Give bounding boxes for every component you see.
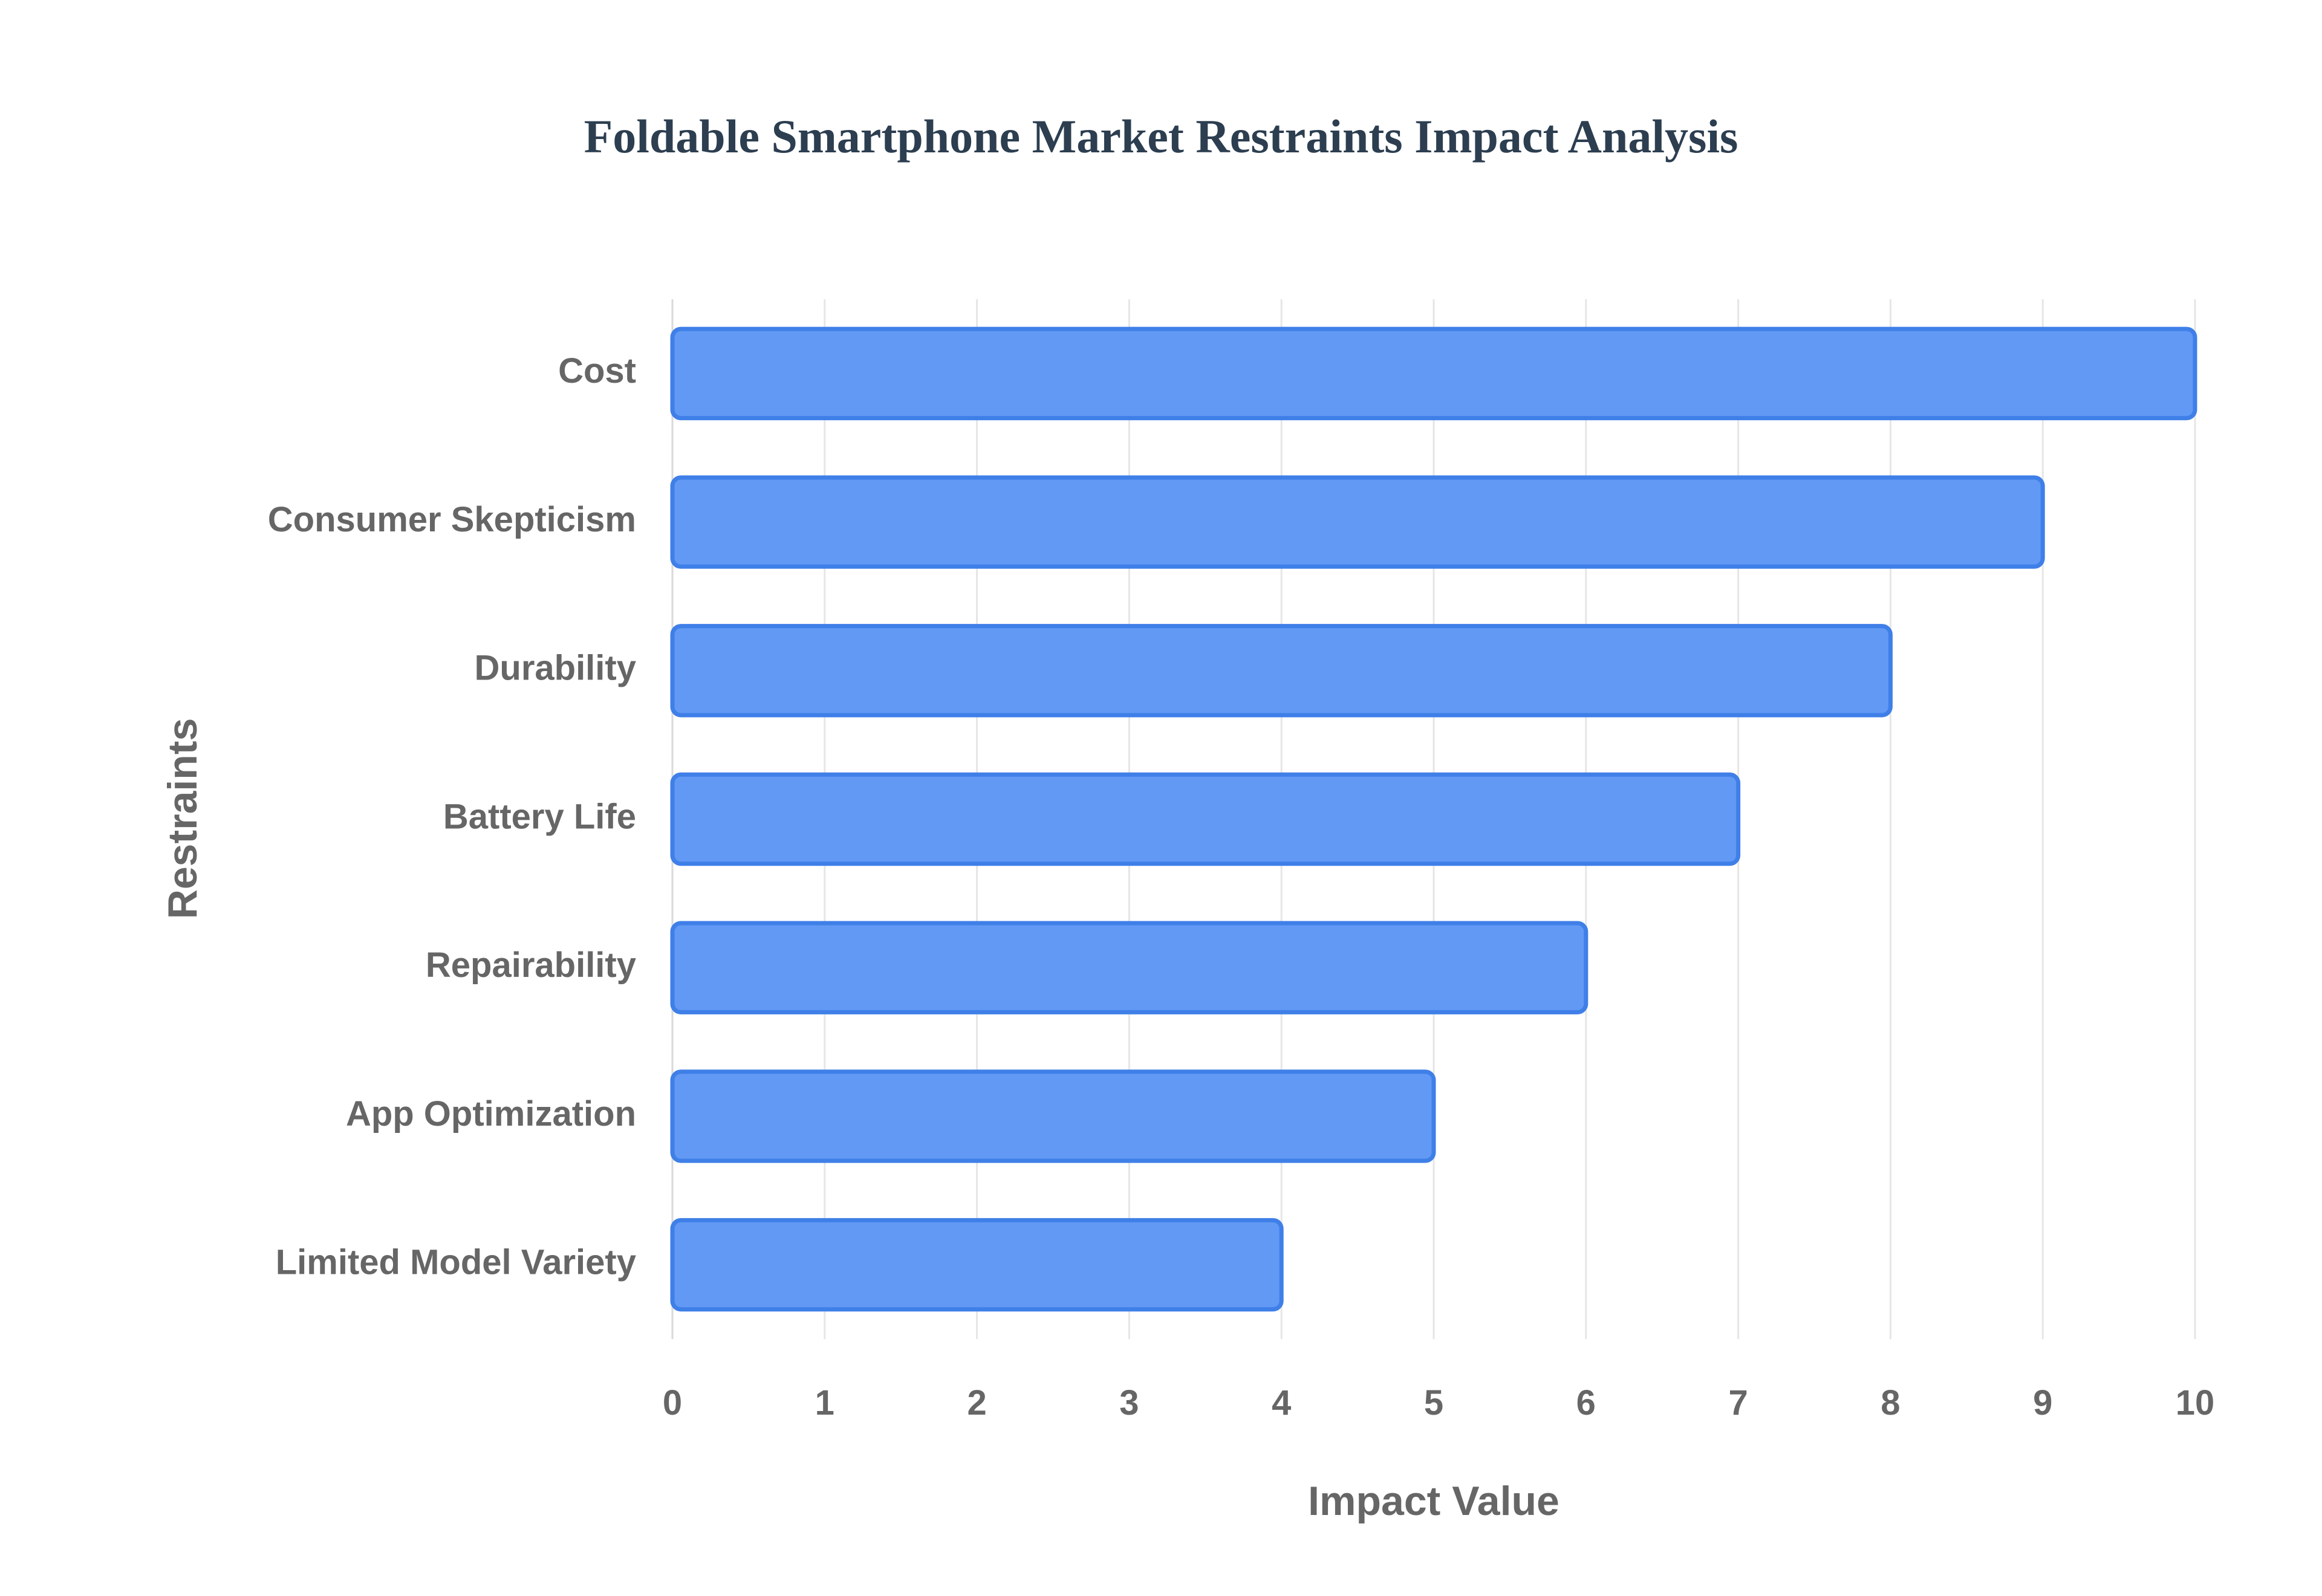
x-tick-label: 2	[967, 1383, 986, 1422]
y-tick-label: Consumer Skepticism	[268, 500, 636, 539]
y-tick-label: App Optimization	[346, 1094, 636, 1134]
y-tick-label: Repairability	[426, 946, 636, 985]
bar-durability	[670, 624, 1893, 718]
y-tick-label: Durability	[475, 649, 637, 688]
x-tick-label: 6	[1576, 1383, 1596, 1422]
x-tick-label: 8	[1881, 1383, 1900, 1422]
bar-consumer-skepticism	[670, 475, 2045, 569]
x-tick-label: 4	[1272, 1383, 1291, 1422]
x-tick-label: 5	[1424, 1383, 1443, 1422]
bar-limited-model-variety	[670, 1218, 1284, 1312]
y-axis-title: Restraints	[160, 718, 206, 920]
y-tick-label: Battery Life	[443, 797, 636, 836]
bar-cost	[670, 326, 2197, 421]
x-axis-title: Impact Value	[1308, 1478, 1559, 1524]
bar-repairability	[670, 921, 1589, 1014]
x-tick-label: 1	[815, 1383, 834, 1422]
bar-battery-life	[670, 772, 1741, 866]
chart-title: Foldable Smartphone Market Restraints Im…	[584, 110, 1738, 163]
y-tick-label: Limited Model Variety	[276, 1242, 636, 1282]
x-tick-label: 7	[1728, 1383, 1748, 1422]
y-tick-labels: Cost Consumer Skepticism Durability Battery…	[268, 351, 636, 1282]
bar-app-optimization	[670, 1069, 1436, 1163]
y-tick-label: Cost	[558, 351, 636, 391]
x-tick-label: 9	[2033, 1383, 2052, 1422]
bars-layer	[670, 326, 2197, 1312]
x-tick-label: 10	[2176, 1383, 2215, 1422]
x-tick-label: 3	[1119, 1383, 1139, 1422]
x-tick-labels: 0 1 2 3 4 5 6 7 8 9 10	[663, 1383, 2214, 1422]
x-tick-label: 0	[663, 1383, 682, 1422]
